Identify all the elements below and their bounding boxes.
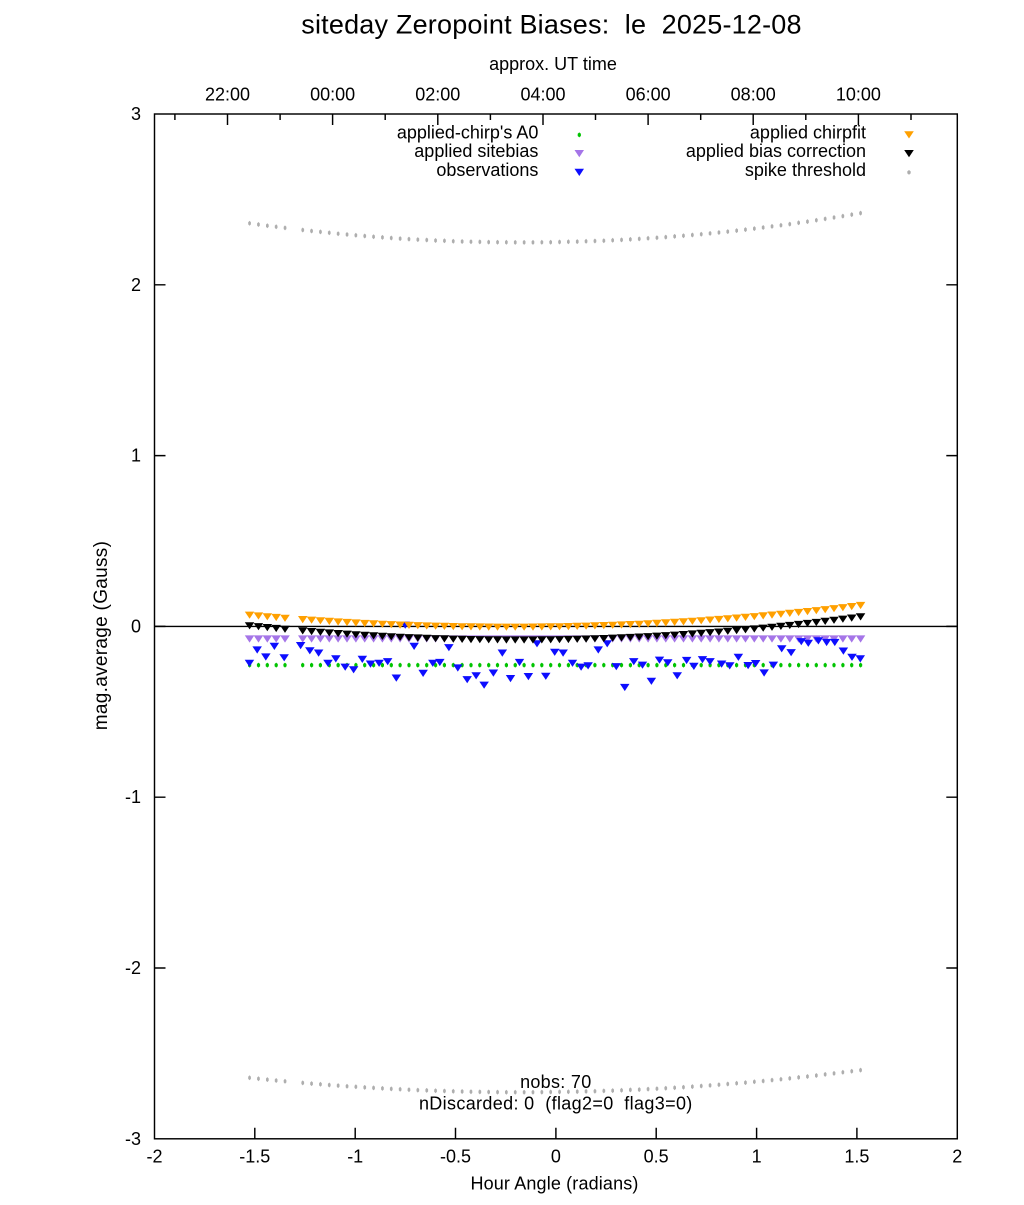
svg-text:08:00: 08:00 (731, 85, 776, 105)
svg-text:approx. UT time: approx. UT time (489, 54, 617, 74)
svg-text:0.5: 0.5 (644, 1147, 669, 1167)
svg-text:mag.average (Gauss): mag.average (Gauss) (91, 541, 112, 730)
svg-text:06:00: 06:00 (626, 85, 671, 105)
svg-text:0: 0 (551, 1147, 561, 1167)
svg-text:2: 2 (952, 1147, 962, 1167)
svg-text:applied chirpfit: applied chirpfit (750, 122, 866, 142)
svg-text:observations: observations (436, 160, 538, 180)
svg-text:-2: -2 (125, 958, 141, 978)
svg-text:applied sitebias: applied sitebias (414, 141, 538, 161)
svg-text:-3: -3 (125, 1129, 141, 1149)
svg-text:-0.5: -0.5 (440, 1147, 471, 1167)
svg-text:siteday Zeropoint Biases: le: siteday Zeropoint Biases: le 2025-12-08 (301, 10, 802, 40)
svg-text:22:00: 22:00 (205, 85, 250, 105)
svg-text:applied-chirp's A0: applied-chirp's A0 (397, 122, 539, 142)
svg-text:1: 1 (752, 1147, 762, 1167)
svg-text:-1.5: -1.5 (239, 1147, 270, 1167)
svg-text:nDiscarded: 0 (flag2=0 flag3: nDiscarded: 0 (flag2=0 flag3=0) (419, 1093, 693, 1113)
svg-text:2: 2 (131, 275, 141, 295)
svg-text:1: 1 (131, 446, 141, 466)
svg-text:-2: -2 (146, 1147, 162, 1167)
svg-text:0: 0 (131, 616, 141, 636)
svg-text:10:00: 10:00 (836, 85, 881, 105)
svg-text:spike threshold: spike threshold (745, 160, 866, 180)
svg-text:02:00: 02:00 (415, 85, 460, 105)
svg-text:04:00: 04:00 (520, 85, 565, 105)
svg-text:3: 3 (131, 104, 141, 124)
svg-text:-1: -1 (125, 787, 141, 807)
svg-text:applied bias correction: applied bias correction (686, 141, 866, 161)
svg-text:00:00: 00:00 (310, 85, 355, 105)
svg-text:-1: -1 (347, 1147, 363, 1167)
svg-text:nobs: 70: nobs: 70 (520, 1072, 591, 1092)
svg-text:1.5: 1.5 (844, 1147, 869, 1167)
svg-text:Hour Angle (radians): Hour Angle (radians) (470, 1174, 638, 1194)
